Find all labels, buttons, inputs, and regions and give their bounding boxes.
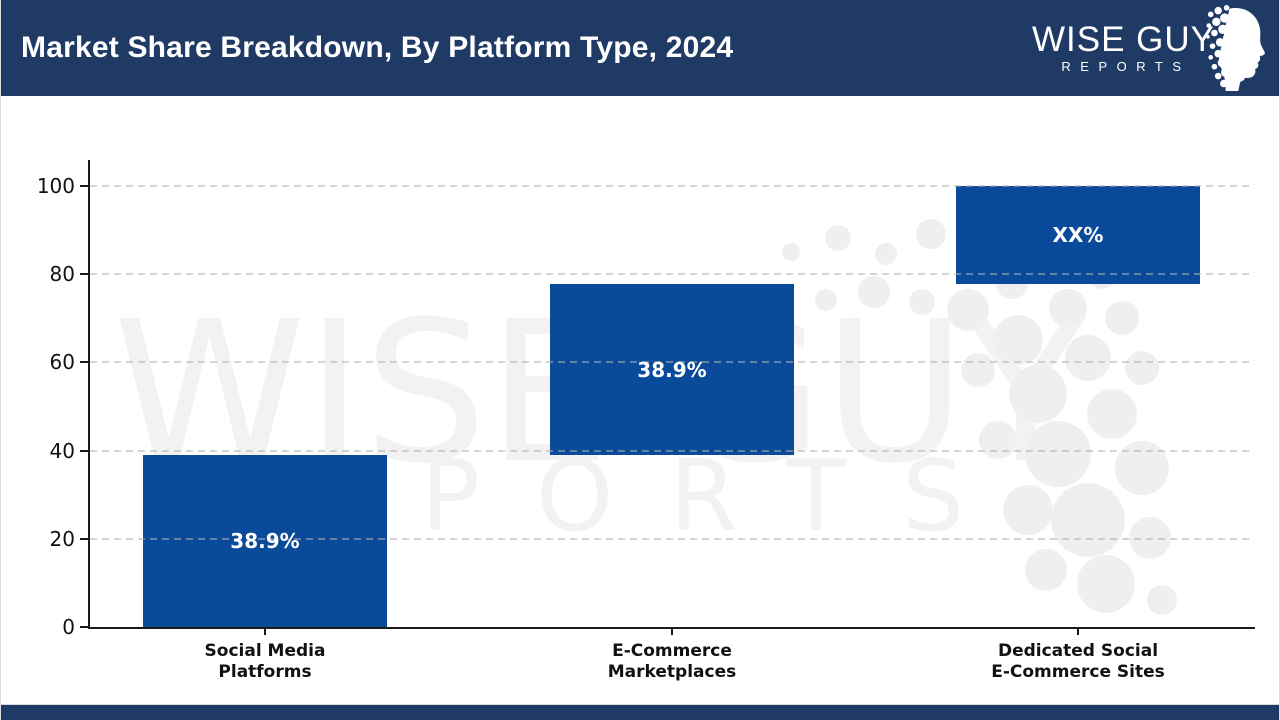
y-tick-label: 40 bbox=[49, 438, 75, 463]
y-tick-mark bbox=[80, 273, 88, 275]
bar-segment bbox=[143, 455, 387, 627]
y-tick-label: 100 bbox=[36, 173, 75, 198]
y-tick-mark bbox=[80, 449, 88, 452]
y-tick-mark bbox=[80, 626, 88, 628]
x-tick-mark bbox=[264, 629, 266, 635]
y-tick-label: 0 bbox=[62, 615, 75, 639]
x-tick-mark bbox=[671, 629, 673, 635]
gridline bbox=[90, 449, 1254, 452]
logo-subtitle: REPORTS bbox=[1061, 59, 1191, 75]
bar-value-label: XX% bbox=[1052, 222, 1104, 247]
x-tick-mark bbox=[1077, 629, 1079, 635]
y-tick-label: 60 bbox=[49, 350, 75, 375]
footer-bar bbox=[1, 704, 1279, 720]
header-bar: Market Share Breakdown, By Platform Type… bbox=[1, 0, 1279, 96]
bar-segment bbox=[550, 283, 794, 456]
y-tick-mark bbox=[80, 361, 88, 364]
logo-text: WISE GUY REPORTS bbox=[1031, 19, 1215, 75]
gridline bbox=[90, 537, 1254, 540]
x-category-label: Dedicated Social E-Commerce Sites bbox=[991, 641, 1165, 682]
gridline bbox=[90, 273, 1254, 275]
y-axis-line bbox=[88, 160, 90, 629]
y-tick-mark bbox=[80, 184, 88, 187]
wiseguy-logo: WISE GUY REPORTS bbox=[1032, 5, 1267, 91]
y-tick-mark bbox=[80, 537, 88, 540]
x-category-label: E-Commerce Marketplaces bbox=[607, 641, 737, 682]
x-category-label: Social Media Platforms bbox=[204, 641, 326, 682]
bar-value-label: 38.9% bbox=[230, 529, 300, 554]
y-tick-label: 20 bbox=[49, 526, 75, 551]
logo-wordmark: WISE GUY bbox=[1031, 19, 1215, 59]
gridline bbox=[90, 361, 1254, 364]
gridline bbox=[90, 184, 1254, 187]
chart-title: Market Share Breakdown, By Platform Type… bbox=[21, 31, 734, 64]
x-axis-line bbox=[88, 627, 1255, 629]
bar-segment bbox=[956, 185, 1200, 284]
logo-head-icon bbox=[1206, 5, 1265, 91]
y-tick-label: 80 bbox=[49, 262, 75, 286]
bar-value-label: 38.9% bbox=[637, 357, 707, 382]
